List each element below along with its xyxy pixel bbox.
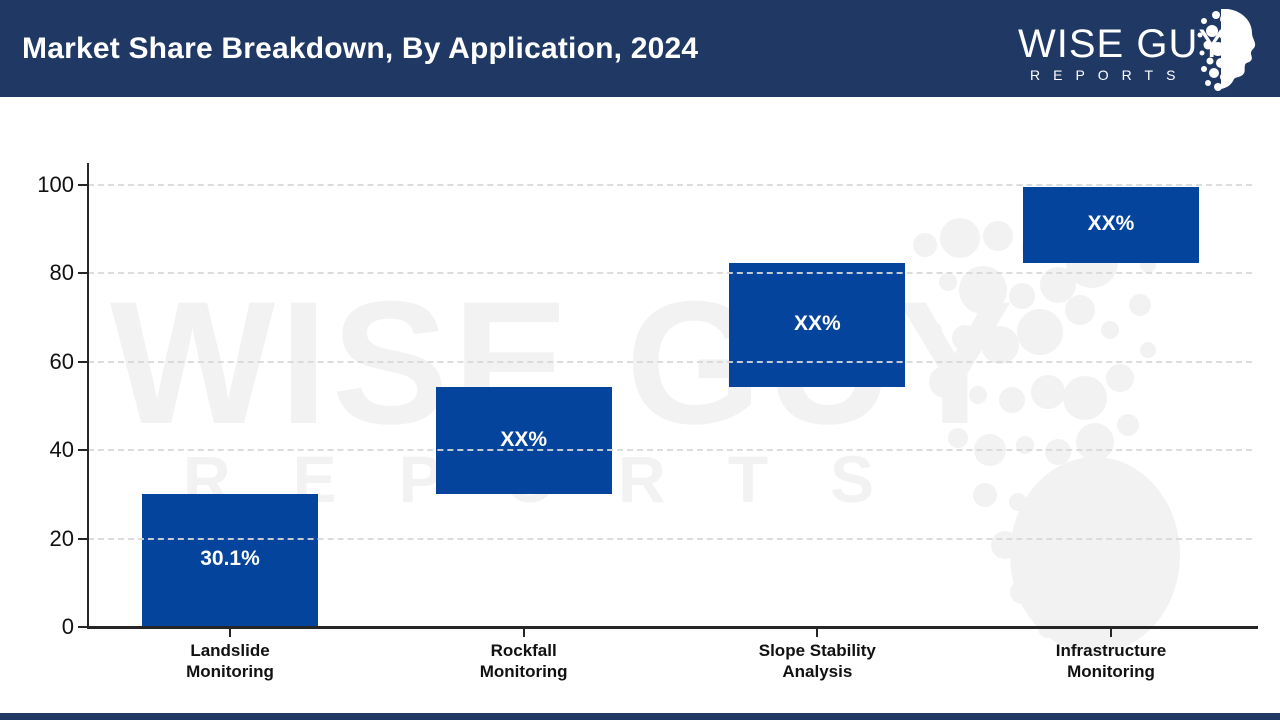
footer-accent-strip <box>0 713 1280 720</box>
y-axis-tick-0 <box>78 626 88 628</box>
watermark-face-dots <box>913 218 1180 653</box>
y-axis-tick-60 <box>78 360 88 363</box>
y-axis-tick-40 <box>78 449 88 452</box>
y-axis-tick-100 <box>78 184 88 186</box>
x-axis-line <box>87 626 1258 629</box>
x-axis-tick-infrastructure-monitoring <box>1110 629 1112 637</box>
y-axis-tick-20 <box>78 537 88 540</box>
bar-rockfall-monitoring <box>435 387 612 494</box>
face-profile-dots-icon <box>1197 8 1256 91</box>
bar-value-label-rockfall-monitoring: XX% <box>500 427 547 451</box>
x-axis-label-rockfall-monitoring: Rockfall Monitoring <box>479 641 568 681</box>
header-band: Market Share Breakdown, By Application, … <box>0 0 1280 97</box>
y-axis-tick-80 <box>78 272 88 275</box>
market-share-chart: 0 20 40 60 80 100 30.1% Landslide Monitoring XX% R… <box>0 97 1280 713</box>
y-axis-tick-label-80: 80 <box>49 260 74 286</box>
x-axis-tick-landslide-monitoring <box>229 629 231 637</box>
page-title: Market Share Breakdown, By Application, … <box>22 31 699 65</box>
y-axis-tick-label-40: 40 <box>49 437 74 463</box>
y-axis-tick-label-100: 100 <box>37 172 74 197</box>
gridline-60 <box>88 360 1252 363</box>
gridline-40 <box>88 449 1252 452</box>
logo-brand-text: WISE GUY <box>1018 22 1226 66</box>
y-axis-tick-label-0: 0 <box>61 614 74 639</box>
wise-guy-reports-logo: WISE GUY REPORTS <box>1018 8 1256 91</box>
x-axis-tick-slope-stability-analysis <box>816 629 819 637</box>
gridline-20 <box>88 537 1252 540</box>
bar-slope-stability-analysis <box>729 263 906 388</box>
bar-infrastructure-monitoring <box>1023 187 1199 264</box>
bar-value-label-landslide-monitoring: 30.1% <box>200 547 260 571</box>
bar-value-label-infrastructure-monitoring: XX% <box>1087 212 1135 236</box>
x-axis-label-slope-stability-analysis: Slope Stability Analysis <box>758 641 876 681</box>
x-axis-label-infrastructure-monitoring: Infrastructure Monitoring <box>1055 641 1167 681</box>
y-axis-line <box>87 163 89 629</box>
x-axis-tick-rockfall-monitoring <box>522 629 525 637</box>
y-axis-tick-label-20: 20 <box>49 525 74 551</box>
gridline-80 <box>88 272 1252 275</box>
x-axis-label-landslide-monitoring: Landslide Monitoring <box>186 641 274 681</box>
bar-landslide-monitoring <box>142 493 318 627</box>
logo-tagline-text: REPORTS <box>1030 67 1188 83</box>
gridline-100 <box>88 184 1252 186</box>
y-axis-tick-label-60: 60 <box>49 348 74 374</box>
bar-value-label-slope-stability-analysis: XX% <box>793 312 841 336</box>
